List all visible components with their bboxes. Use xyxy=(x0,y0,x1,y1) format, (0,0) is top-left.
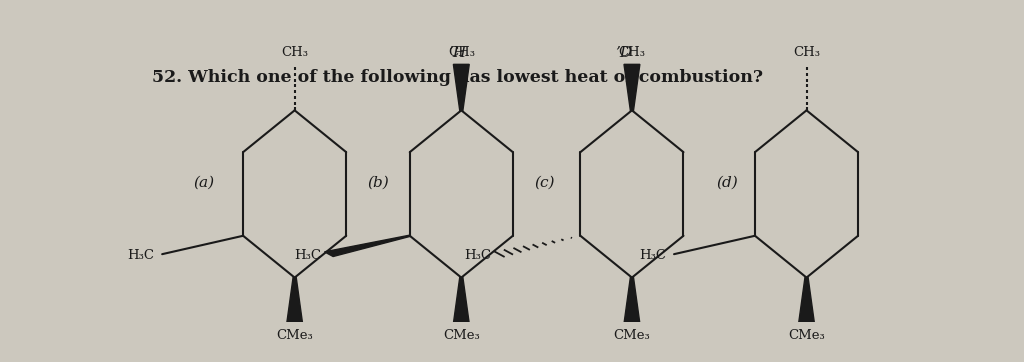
Polygon shape xyxy=(454,278,469,324)
Text: (b): (b) xyxy=(368,176,389,190)
Text: (d): (d) xyxy=(717,176,738,190)
Text: (a): (a) xyxy=(193,176,214,190)
Polygon shape xyxy=(287,278,303,324)
Text: CMe₃: CMe₃ xyxy=(276,329,313,342)
Text: 52. Which one of the following has lowest heat of combustion?: 52. Which one of the following has lowes… xyxy=(152,68,763,85)
Text: H₃C: H₃C xyxy=(294,249,321,262)
Text: ’D: ’D xyxy=(615,46,633,60)
Text: H₃C: H₃C xyxy=(639,249,666,262)
Text: CH₃: CH₃ xyxy=(447,46,475,59)
Polygon shape xyxy=(325,235,411,257)
Text: (c): (c) xyxy=(535,176,555,190)
Text: ’H: ’H xyxy=(449,46,466,60)
Polygon shape xyxy=(454,64,469,110)
Text: CMe₃: CMe₃ xyxy=(443,329,479,342)
Polygon shape xyxy=(624,278,640,324)
Polygon shape xyxy=(624,64,640,110)
Text: CMe₃: CMe₃ xyxy=(613,329,650,342)
Text: H₃C: H₃C xyxy=(127,249,155,262)
Text: CH₃: CH₃ xyxy=(793,46,820,59)
Text: CMe₃: CMe₃ xyxy=(788,329,825,342)
Polygon shape xyxy=(799,278,814,324)
Text: CH₃: CH₃ xyxy=(282,46,308,59)
Text: CH₃: CH₃ xyxy=(618,46,645,59)
Text: H₃C: H₃C xyxy=(465,249,492,262)
